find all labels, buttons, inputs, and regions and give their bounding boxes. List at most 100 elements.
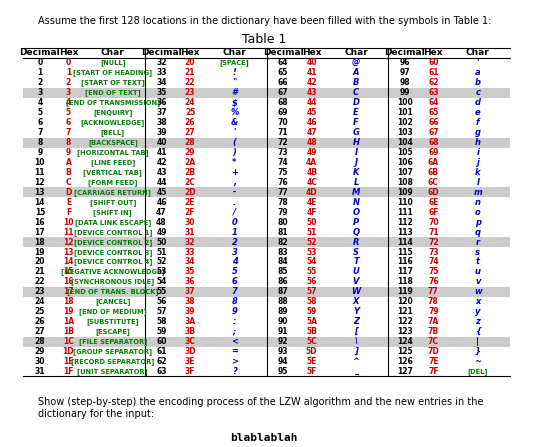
Text: 55: 55 — [156, 287, 167, 296]
Text: 42: 42 — [156, 158, 167, 167]
Text: 1: 1 — [232, 228, 238, 236]
Text: [NEGATIVE ACKNOWLEDGE]: [NEGATIVE ACKNOWLEDGE] — [61, 269, 165, 275]
Text: 25: 25 — [185, 108, 195, 117]
Text: 107: 107 — [397, 168, 413, 177]
Text: s: s — [475, 248, 480, 257]
Text: N: N — [352, 198, 360, 207]
Text: 68: 68 — [428, 138, 439, 147]
Text: 119: 119 — [397, 287, 413, 296]
Text: 73: 73 — [428, 248, 439, 257]
Text: 68: 68 — [278, 98, 289, 107]
Text: 18: 18 — [63, 297, 74, 306]
Text: 105: 105 — [397, 148, 413, 157]
Text: 15: 15 — [63, 267, 74, 276]
Text: 66: 66 — [278, 78, 289, 87]
Text: 94: 94 — [278, 357, 289, 366]
Text: 7: 7 — [66, 128, 71, 137]
Text: 97: 97 — [399, 68, 410, 77]
Text: ?: ? — [232, 367, 237, 376]
Text: 2: 2 — [232, 238, 238, 247]
Text: 2E: 2E — [185, 198, 196, 207]
Text: 74: 74 — [428, 257, 439, 266]
Text: 7B: 7B — [428, 327, 439, 336]
Text: |: | — [476, 337, 479, 346]
Text: d: d — [475, 98, 481, 107]
Text: 5D: 5D — [306, 347, 317, 356]
Text: 95: 95 — [278, 367, 288, 376]
Text: 5F: 5F — [306, 367, 317, 376]
Bar — [23, 138, 510, 148]
Text: 0: 0 — [232, 218, 238, 227]
Text: 1D: 1D — [63, 347, 74, 356]
Text: 49: 49 — [156, 228, 167, 236]
Text: k: k — [475, 168, 480, 177]
Text: 57: 57 — [156, 307, 167, 316]
Text: 90: 90 — [278, 317, 289, 326]
Text: 6: 6 — [232, 278, 238, 287]
Text: 72: 72 — [428, 238, 439, 247]
Text: [SHIFT OUT]: [SHIFT OUT] — [90, 199, 136, 206]
Text: 72: 72 — [278, 138, 289, 147]
Text: 6D: 6D — [428, 188, 439, 197]
Text: 2: 2 — [37, 78, 43, 87]
Text: {: { — [475, 327, 481, 336]
Text: z: z — [475, 317, 480, 326]
Text: 61: 61 — [428, 68, 439, 77]
Text: 53: 53 — [156, 267, 167, 276]
Text: 37: 37 — [185, 287, 196, 296]
Text: J: J — [355, 158, 358, 167]
Text: 5E: 5E — [306, 357, 317, 366]
Text: 92: 92 — [278, 337, 289, 346]
Text: 52: 52 — [306, 238, 317, 247]
Text: 5C: 5C — [306, 337, 317, 346]
Text: [SPACE]: [SPACE] — [219, 59, 249, 67]
Text: 1: 1 — [37, 68, 43, 77]
Text: 110: 110 — [397, 198, 413, 207]
Text: 73: 73 — [278, 148, 289, 157]
Text: 7D: 7D — [428, 347, 439, 356]
Text: 43: 43 — [306, 89, 317, 97]
Text: [FILE SEPARATOR]: [FILE SEPARATOR] — [79, 338, 147, 345]
Text: 86: 86 — [278, 278, 289, 287]
Text: 29: 29 — [34, 347, 45, 356]
Text: 34: 34 — [156, 78, 167, 87]
Bar — [23, 237, 510, 247]
Text: /: / — [233, 208, 236, 217]
Text: 64: 64 — [428, 98, 439, 107]
Text: 3E: 3E — [185, 357, 196, 366]
Text: Y: Y — [353, 307, 359, 316]
Text: 13: 13 — [34, 188, 45, 197]
Text: 121: 121 — [397, 307, 413, 316]
Text: q: q — [475, 228, 481, 236]
Text: 9: 9 — [37, 148, 43, 157]
Text: Char: Char — [101, 48, 125, 58]
Text: [END OF MEDIUM]: [END OF MEDIUM] — [79, 308, 147, 315]
Text: H: H — [352, 138, 360, 147]
Text: 3B: 3B — [184, 327, 196, 336]
Text: E: E — [353, 108, 359, 117]
Text: 99: 99 — [399, 89, 410, 97]
Bar — [23, 187, 510, 197]
Text: 1E: 1E — [63, 357, 74, 366]
Text: [DEL]: [DEL] — [468, 368, 488, 375]
Text: [CARRIAGE RETURN]: [CARRIAGE RETURN] — [74, 189, 151, 196]
Text: (: ( — [233, 138, 237, 147]
Text: 6C: 6C — [428, 178, 439, 187]
Text: R: R — [353, 238, 360, 247]
Text: 108: 108 — [397, 178, 413, 187]
Text: 51: 51 — [306, 228, 317, 236]
Text: 6E: 6E — [428, 198, 439, 207]
Text: 91: 91 — [278, 327, 289, 336]
Text: e: e — [475, 108, 480, 117]
Text: A: A — [353, 68, 360, 77]
Text: 46: 46 — [306, 118, 317, 127]
Text: 9: 9 — [232, 307, 238, 316]
Text: <: < — [231, 337, 238, 346]
Text: 3: 3 — [232, 248, 238, 257]
Text: S: S — [353, 248, 359, 257]
Text: 40: 40 — [156, 138, 167, 147]
Text: 42: 42 — [306, 78, 317, 87]
Text: 28: 28 — [185, 138, 196, 147]
Text: f: f — [476, 118, 480, 127]
Text: 7E: 7E — [428, 357, 439, 366]
